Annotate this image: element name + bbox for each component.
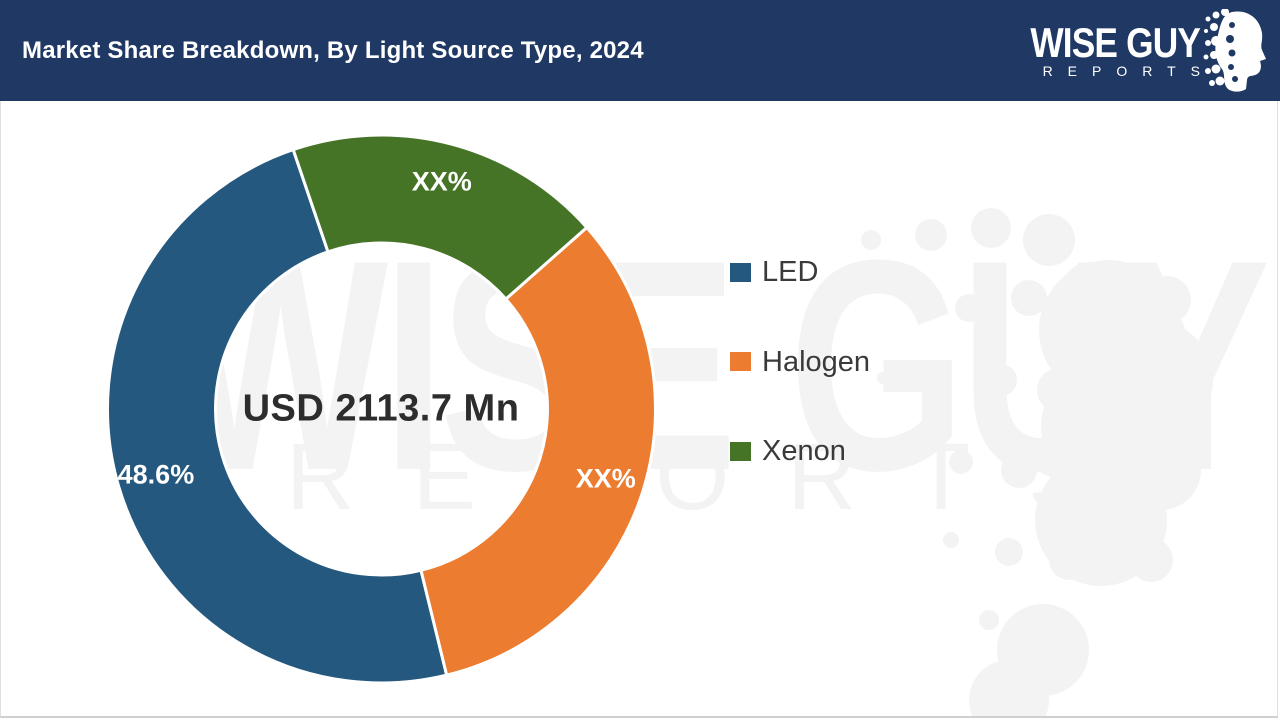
legend-swatch-halogen	[730, 352, 751, 371]
watermark-face-dots	[861, 208, 1213, 716]
logo-wordmark: WISE GUY	[1030, 18, 1201, 66]
chart-title: Market Share Breakdown, By Light Source …	[22, 36, 644, 64]
legend-swatch-led	[730, 262, 751, 282]
legend-label-halogen: Halogen	[762, 345, 871, 378]
slice-xenon	[291, 133, 589, 301]
legend-label-led: LED	[762, 256, 819, 288]
donut-center-value: USD 2113.7 Mn	[242, 387, 520, 430]
legend-item-halogen: Halogen	[730, 345, 871, 378]
legend-label-xenon: Xenon	[762, 435, 846, 467]
watermark-subtitle: REPORTS	[286, 424, 1150, 530]
logo-subtitle: REPORTS	[1042, 62, 1215, 79]
chart-legend: LED Halogen Xenon	[730, 258, 870, 527]
legend-item-xenon: Xenon	[730, 435, 870, 467]
header-bar: Market Share Breakdown, By Light Source …	[0, 0, 1280, 101]
chart-area: WISE GUY REPORTS 48.6% XX% XX% USD 2113.7 …	[0, 101, 1278, 718]
legend-swatch-xenon	[730, 441, 751, 461]
slice-label-led: 48.6%	[117, 459, 195, 490]
slice-led	[106, 148, 449, 685]
donut-chart	[106, 133, 657, 685]
slice-label-halogen: XX%	[575, 463, 636, 494]
wise-guy-face-icon	[1203, 8, 1266, 92]
logo-text: WISE GUY REPORTS	[998, 18, 1201, 79]
legend-item-led: LED	[730, 256, 870, 288]
slice-label-xenon: XX%	[411, 166, 472, 197]
wise-guy-logo: WISE GUY REPORTS	[998, 8, 1266, 93]
slice-halogen	[419, 226, 657, 677]
